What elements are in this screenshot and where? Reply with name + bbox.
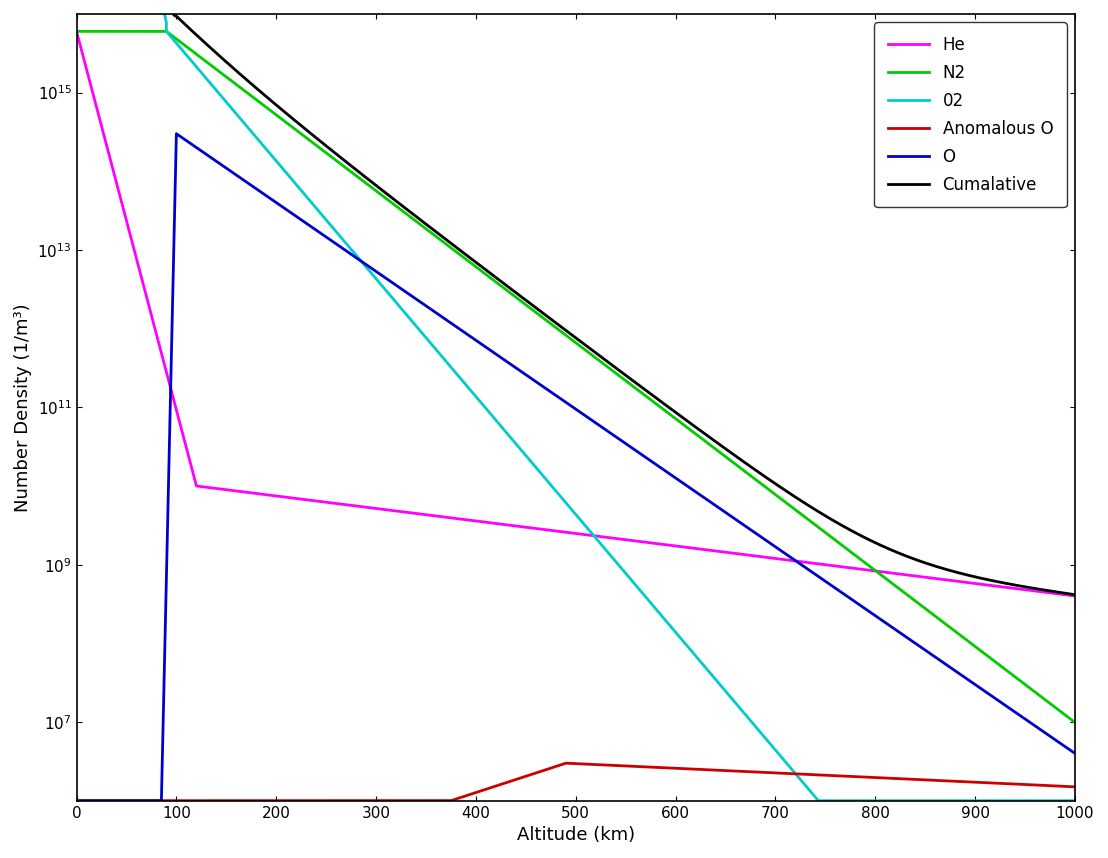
O — [1068, 748, 1081, 758]
N2 — [1068, 717, 1081, 728]
O — [70, 795, 83, 806]
Cumalative — [1068, 589, 1081, 600]
Line: 02: 02 — [76, 0, 1075, 801]
N2 — [111, 27, 124, 37]
X-axis label: Altitude (km): Altitude (km) — [516, 826, 635, 844]
N2 — [70, 27, 83, 37]
02 — [812, 795, 825, 806]
Y-axis label: Number Density (1/m³): Number Density (1/m³) — [14, 303, 32, 511]
He — [266, 490, 279, 500]
02 — [558, 496, 572, 506]
Anomalous O — [130, 795, 143, 806]
O — [170, 129, 183, 139]
Line: Anomalous O: Anomalous O — [76, 763, 1075, 801]
02 — [1015, 795, 1028, 806]
Line: Cumalative: Cumalative — [76, 0, 1075, 595]
Line: O: O — [76, 134, 1075, 801]
Anomalous O — [266, 795, 279, 806]
N2 — [558, 329, 572, 340]
Line: He: He — [76, 32, 1075, 596]
O — [130, 795, 143, 806]
N2 — [1015, 677, 1028, 687]
He — [70, 27, 83, 37]
O — [74, 795, 88, 806]
02 — [266, 151, 279, 161]
Cumalative — [1015, 581, 1028, 591]
Anomalous O — [560, 758, 573, 768]
He — [1068, 591, 1081, 601]
He — [558, 527, 572, 537]
Anomalous O — [1068, 782, 1081, 792]
He — [130, 253, 143, 263]
Anomalous O — [1015, 779, 1028, 789]
Cumalative — [558, 324, 572, 335]
N2 — [130, 27, 143, 37]
O — [1015, 712, 1028, 722]
02 — [1068, 795, 1081, 806]
N2 — [266, 106, 279, 117]
O — [558, 396, 572, 407]
He — [74, 43, 88, 53]
Anomalous O — [74, 795, 88, 806]
Anomalous O — [558, 758, 572, 769]
N2 — [74, 27, 88, 37]
O — [111, 795, 124, 806]
Anomalous O — [70, 795, 83, 806]
Line: N2: N2 — [76, 32, 1075, 722]
O — [266, 195, 279, 205]
He — [1015, 584, 1028, 595]
Anomalous O — [111, 795, 124, 806]
Legend: He, N2, 02, Anomalous O, O, Cumalative: He, N2, 02, Anomalous O, O, Cumalative — [874, 22, 1067, 207]
He — [111, 183, 124, 193]
Cumalative — [266, 96, 279, 106]
